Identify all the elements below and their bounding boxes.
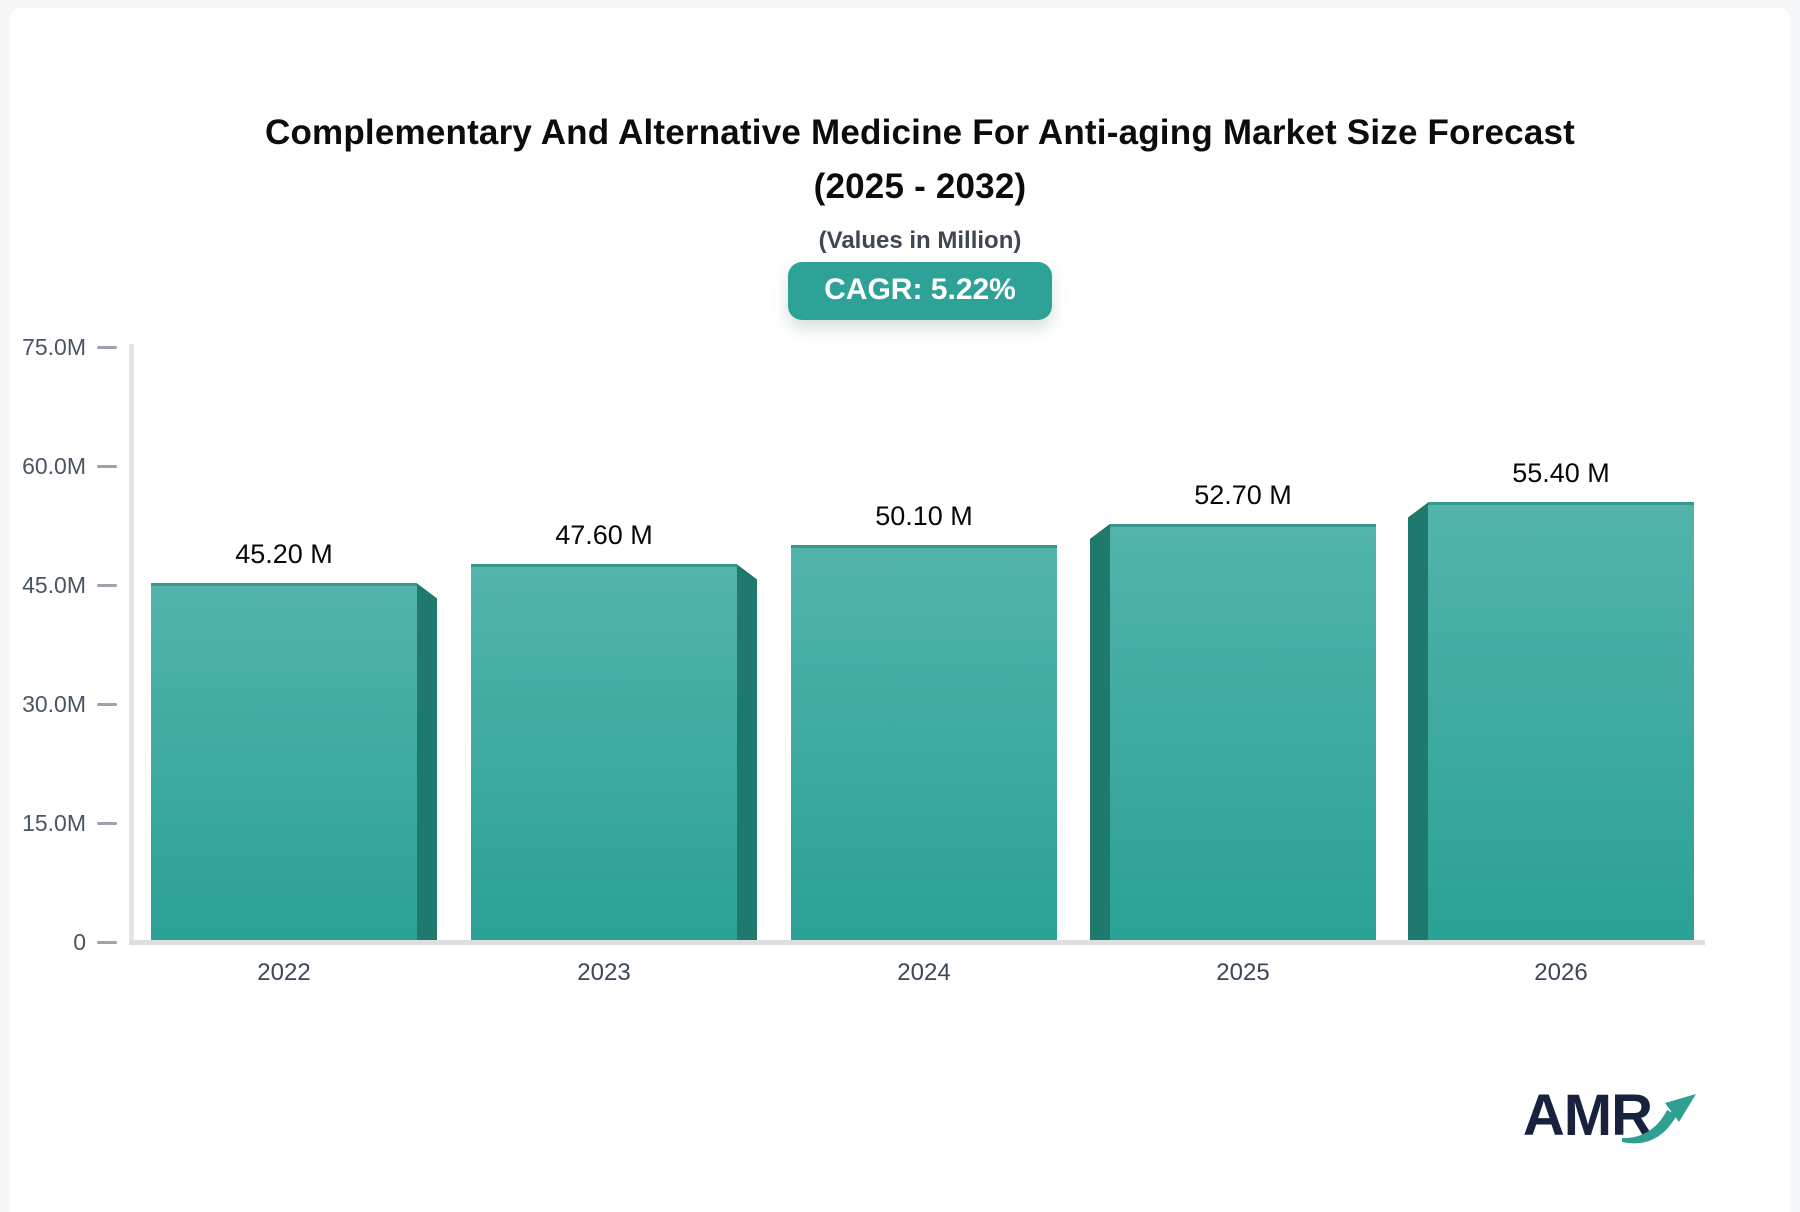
bar-value-label: 55.40 M: [1512, 458, 1610, 489]
chart-title-line2: (2025 - 2032): [813, 167, 1027, 206]
x-axis-label: 2026: [1534, 959, 1588, 986]
bar-2026[interactable]: [1428, 502, 1694, 940]
chart-title-line1: Complementary And Alternative Medicine F…: [264, 113, 1576, 152]
y-axis-label: 15.0M: [22, 810, 86, 836]
y-axis-tick: [97, 821, 117, 825]
bar-side-face: [737, 564, 757, 940]
x-axis-label: 2022: [257, 959, 311, 986]
x-axis-label: 2025: [1216, 959, 1270, 986]
bar-value-label: 45.20 M: [235, 539, 333, 570]
y-axis-tick: [97, 464, 117, 468]
y-axis-label: 30.0M: [22, 691, 86, 717]
x-axis-label: 2023: [577, 959, 631, 986]
y-axis-line: [129, 344, 134, 944]
bar-value-label: 47.60 M: [555, 520, 653, 551]
bar-2024[interactable]: [791, 544, 1057, 940]
y-axis-label: 75.0M: [22, 334, 86, 360]
bar-side-face: [1408, 502, 1428, 940]
bar-2022[interactable]: [151, 583, 417, 940]
y-axis-tick: [97, 940, 117, 944]
bar-value-label: 50.10 M: [875, 500, 973, 531]
y-axis-tick: [97, 345, 117, 349]
x-axis-label: 2024: [897, 959, 951, 986]
y-axis-tick: [97, 583, 117, 587]
y-axis-label: 0: [73, 929, 86, 955]
cagr-badge: CAGR: 5.22%: [788, 262, 1052, 320]
x-axis-line: [129, 940, 1705, 945]
cagr-badge-row: CAGR: 5.22%: [40, 262, 1800, 320]
y-axis-label: 45.0M: [22, 572, 86, 598]
y-axis-label: 60.0M: [22, 453, 86, 479]
bar-2025[interactable]: [1110, 523, 1376, 940]
y-axis-tick: [97, 702, 117, 706]
chart-header: Complementary And Alternative Medicine F…: [40, 106, 1800, 320]
bar-value-label: 52.70 M: [1194, 479, 1292, 510]
growth-arrow-icon: [1622, 1094, 1696, 1144]
bar-side-face: [417, 583, 437, 940]
chart-subtitle: (Values in Million): [818, 227, 1022, 254]
amr-logo: AMR: [1523, 1086, 1700, 1146]
bar-side-face: [1090, 523, 1110, 940]
bar-2023[interactable]: [471, 564, 737, 940]
amr-logo-text: AMR: [1522, 1083, 1653, 1148]
